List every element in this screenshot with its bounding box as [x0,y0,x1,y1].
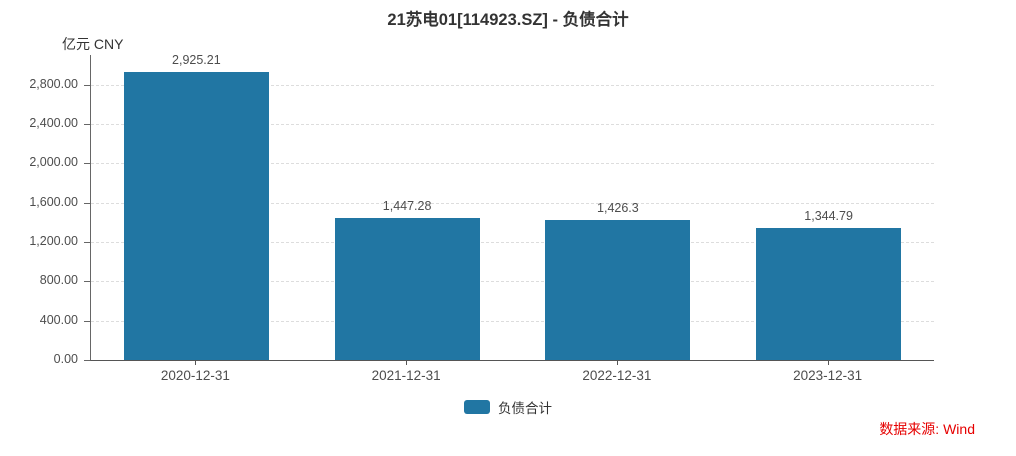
x-tick-mark [195,360,197,365]
y-tick-mark [84,163,90,165]
x-tick-mark [616,360,618,365]
bar-value-label: 1,426.3 [597,200,639,215]
bar-2021-12-31 [334,217,480,360]
y-tick-label: 400.00 [39,312,78,327]
bar-value-label: 1,344.79 [804,208,853,223]
y-tick-mark [84,84,90,86]
bar-value-label: 2,925.21 [172,53,221,68]
legend-swatch-icon [464,400,490,414]
y-gridline [91,123,934,125]
y-tick-mark [84,241,90,243]
y-tick-label: 800.00 [39,273,78,288]
bar-value-label: 1,447.28 [382,198,432,213]
bar-2022-12-31 [545,219,691,360]
y-gridline [91,281,934,283]
y-gridline [91,202,934,204]
y-tick-mark [84,320,90,322]
y-tick-label: 1,200.00 [29,233,78,248]
x-axis-label: 2022-12-31 [582,368,652,383]
y-tick-mark [84,202,90,204]
y-tick-mark [84,281,90,283]
bar-2020-12-31 [123,72,269,360]
x-tick-mark [827,360,829,365]
y-axis-unit-label: 亿元 CNY [62,36,124,52]
y-tick-label: 1,600.00 [29,194,78,209]
plot-area: 2,925.21 1,447.28 1,426.3 1,344.79 [84,53,934,361]
y-tick-mark [84,360,90,361]
data-source-label: 数据来源: Wind [879,421,975,437]
y-gridline [91,320,934,322]
legend: 负债合计 [0,397,1016,417]
y-gridline [91,241,934,243]
bar-2023-12-31 [756,227,902,360]
chart-title: 21苏电01[114923.SZ] - 负债合计 [387,11,629,29]
y-gridline [91,84,934,86]
y-tick-label: 0.00 [53,352,78,366]
y-gridline [91,163,934,165]
y-tick-label: 2,800.00 [29,76,78,91]
x-axis-label: 2023-12-31 [793,368,863,383]
legend-label: 负债合计 [498,401,552,416]
x-tick-mark [406,360,408,365]
x-axis-label: 2020-12-31 [160,368,230,383]
x-axis-label: 2021-12-31 [371,368,441,383]
y-tick-label: 2,000.00 [29,155,78,170]
y-tick-mark [84,123,90,125]
y-tick-label: 2,400.00 [29,115,78,130]
